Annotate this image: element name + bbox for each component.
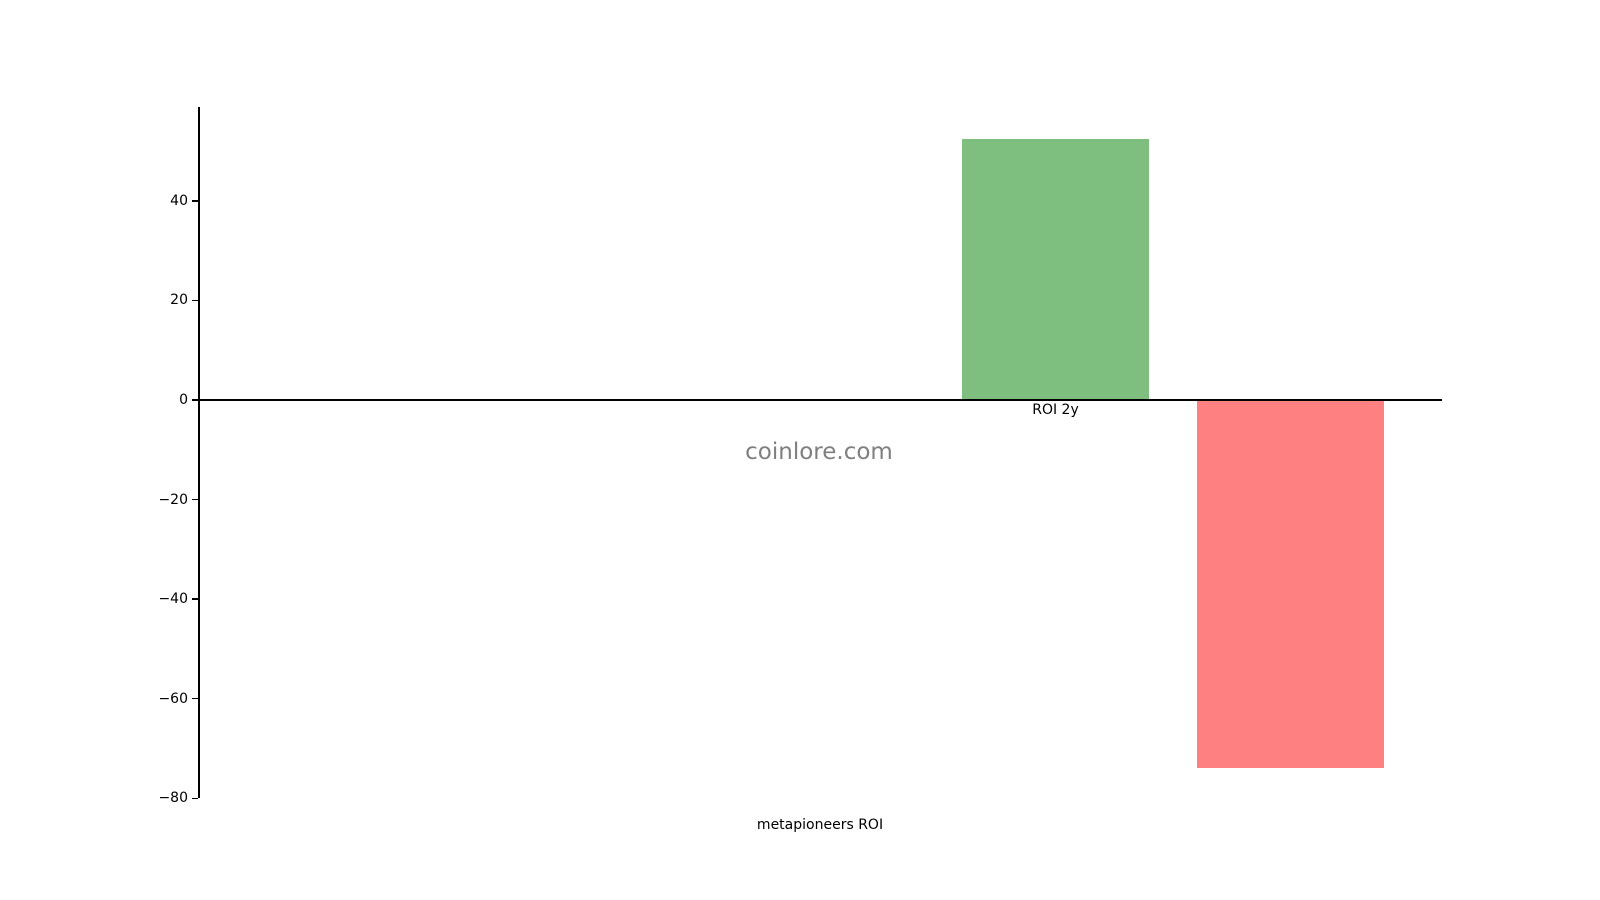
x-axis-title: metapioneers ROI	[756, 817, 884, 833]
y-tick-label: −40	[158, 591, 188, 608]
y-tick-label: 20	[170, 292, 188, 309]
y-tick-label: 40	[170, 192, 188, 209]
y-axis-spine	[198, 107, 200, 798]
y-tick-mark	[192, 200, 198, 202]
y-tick-label: −20	[158, 491, 188, 508]
watermark-text: coinlore.com	[745, 439, 893, 465]
y-tick-mark	[192, 498, 198, 501]
plot-area: 40 20 0 −20 −40 −60 −80 ROI 2y	[158, 107, 1442, 805]
bar-negative-roi	[1197, 400, 1384, 768]
y-tick-label: −80	[158, 790, 188, 807]
bar-roi-2y	[962, 139, 1149, 400]
y-tick-mark	[192, 797, 198, 799]
x-tick-label: ROI 2y	[1032, 402, 1079, 418]
y-tick-label: −60	[158, 690, 188, 707]
x-axis-zero-line	[199, 399, 1442, 401]
y-tick-label: 0	[179, 392, 188, 408]
y-tick-mark	[192, 598, 198, 600]
y-tick-mark	[192, 399, 198, 401]
y-tick-mark	[192, 698, 198, 700]
y-tick-mark	[192, 299, 198, 302]
